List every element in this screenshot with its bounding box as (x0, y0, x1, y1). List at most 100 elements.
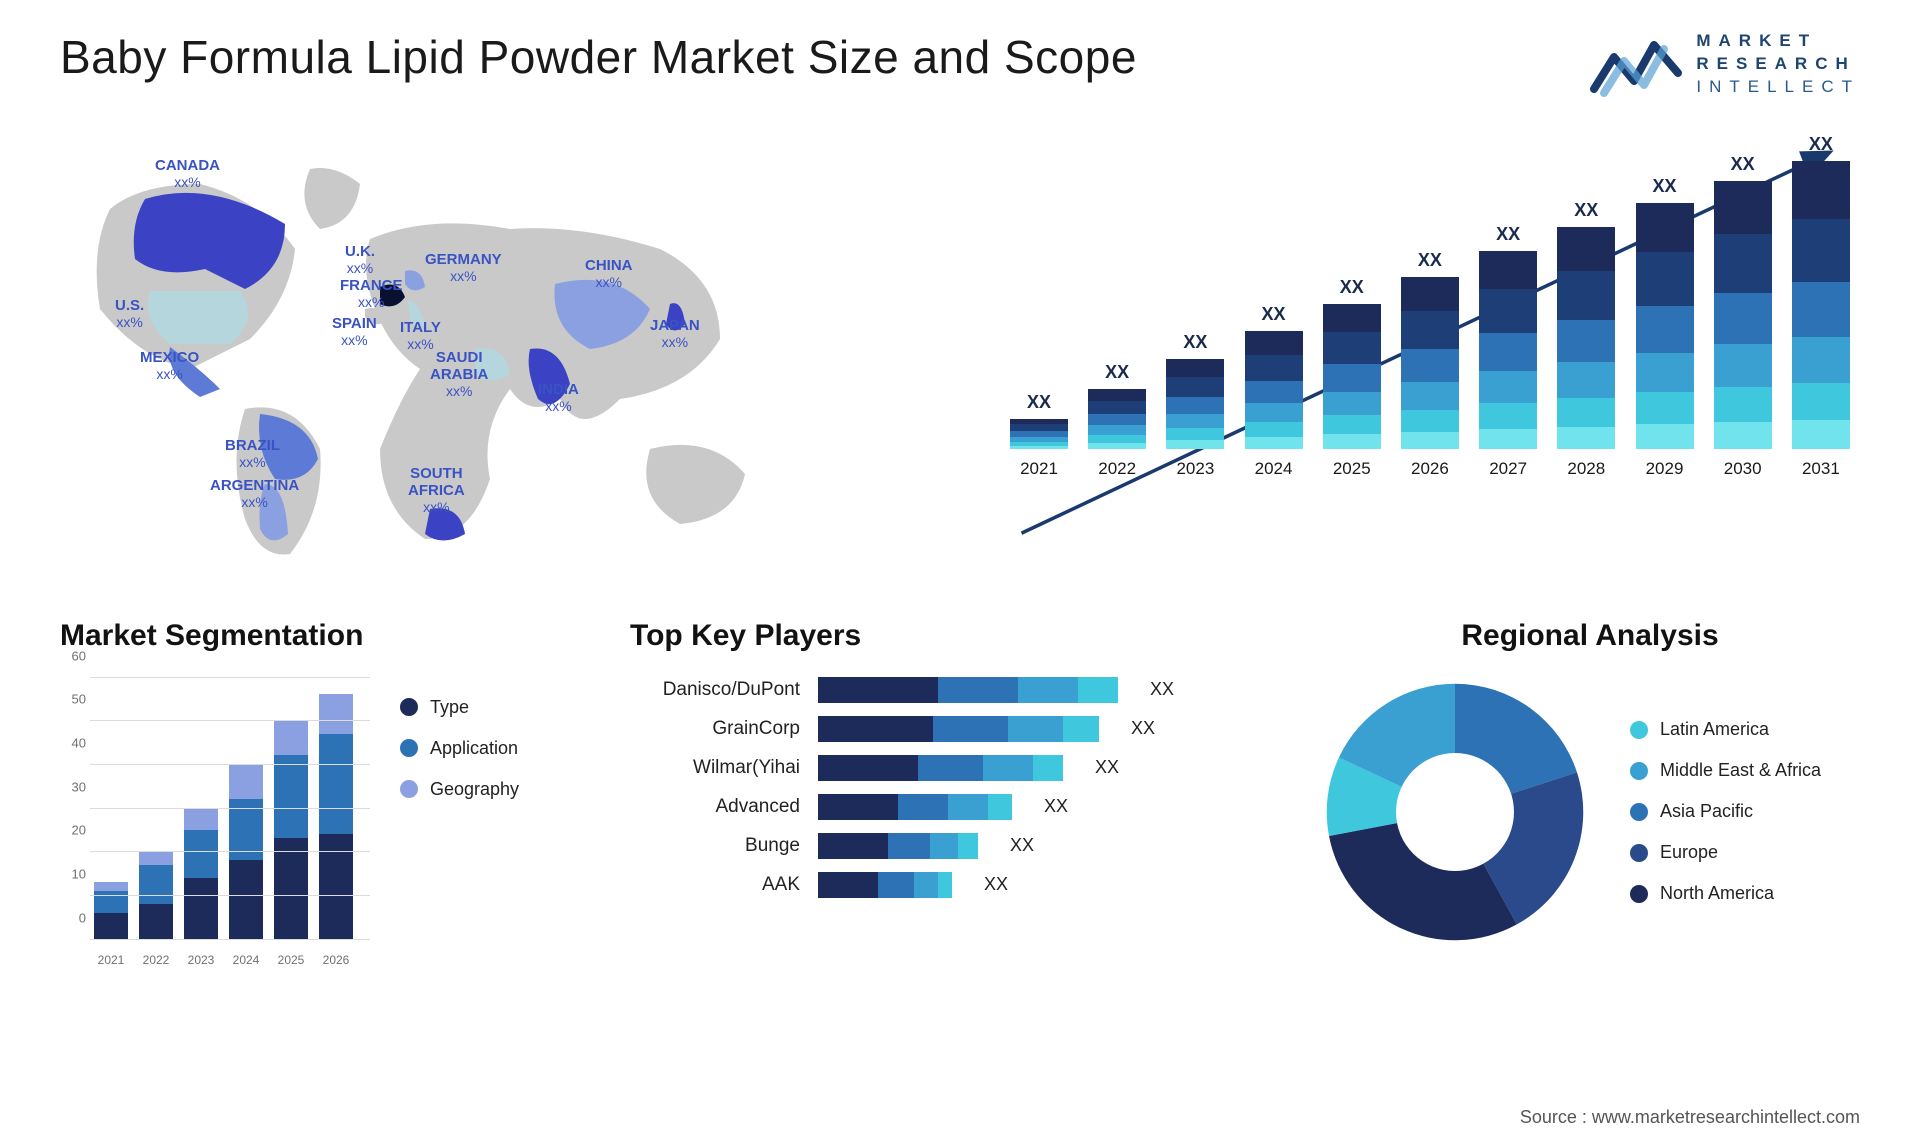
seg-bar (274, 721, 308, 939)
map-label: SPAINxx% (332, 315, 377, 348)
growth-bar: XX2021 (1010, 392, 1068, 479)
year-label: 2022 (139, 953, 173, 967)
legend-swatch (1630, 844, 1648, 862)
top-row: CANADAxx%U.S.xx%MEXICOxx%U.K.xx%FRANCExx… (60, 139, 1860, 569)
legend-swatch (1630, 721, 1648, 739)
regional-title: Regional Analysis (1320, 619, 1860, 653)
bar-value-label: XX (1496, 224, 1520, 245)
header: Baby Formula Lipid Powder Market Size an… (60, 30, 1860, 99)
player-name: Bunge (630, 835, 800, 857)
player-row: Wilmar(Yihai XX (630, 755, 1270, 781)
seg-bar (319, 694, 353, 939)
legend-item: Latin America (1630, 719, 1821, 740)
year-label: 2028 (1567, 459, 1605, 479)
map-label: CHINAxx% (585, 257, 633, 290)
bar-value-label: XX (1027, 392, 1051, 413)
player-name: Advanced (630, 796, 800, 818)
player-value: XX (1095, 757, 1119, 778)
player-row: AdvancedXX (630, 794, 1270, 820)
growth-bar: XX 2026 (1401, 250, 1459, 479)
bar-value-label: XX (1183, 332, 1207, 353)
logo-mark-icon (1590, 31, 1682, 97)
player-name: GrainCorp (630, 718, 800, 740)
legend-item: Middle East & Africa (1630, 760, 1821, 781)
growth-bar: XX 2024 (1245, 304, 1303, 479)
bar-value-label: XX (1418, 250, 1442, 271)
year-label: 2029 (1646, 459, 1684, 479)
player-row: Danisco/DuPont XX (630, 677, 1270, 703)
growth-bar: XX 2028 (1557, 200, 1615, 479)
player-value: XX (1131, 718, 1155, 739)
legend-item: Asia Pacific (1630, 801, 1821, 822)
player-name: Danisco/DuPont (630, 679, 800, 701)
page-title: Baby Formula Lipid Powder Market Size an… (60, 30, 1137, 84)
map-label: FRANCExx% (340, 277, 403, 310)
legend-item: Type (400, 697, 519, 718)
year-label: 2025 (1333, 459, 1371, 479)
segmentation-legend: Type Application Geography (400, 697, 519, 800)
map-label: MEXICOxx% (140, 349, 199, 382)
year-label: 2024 (1255, 459, 1293, 479)
bar-value-label: XX (1574, 200, 1598, 221)
growth-bar: XX 2027 (1479, 224, 1537, 479)
regional-legend: Latin America Middle East & Africa Asia Pa… (1630, 719, 1821, 904)
growth-bar: XX 2031 (1792, 134, 1850, 479)
year-label: 2025 (274, 953, 308, 967)
legend-item: Europe (1630, 842, 1821, 863)
map-label: JAPANxx% (650, 317, 700, 350)
segmentation-panel: Market Segmentation 0102030405060 202120… (60, 619, 580, 967)
growth-bar: XX2030 (1714, 154, 1772, 479)
bar-value-label: XX (1809, 134, 1833, 155)
bar-value-label: XX (1262, 304, 1286, 325)
legend-swatch (400, 739, 418, 757)
growth-bar: XX 2022 (1088, 362, 1146, 479)
source-attribution: Source : www.marketresearchintellect.com (1520, 1107, 1860, 1128)
player-row: GrainCorp XX (630, 716, 1270, 742)
year-label: 2021 (94, 953, 128, 967)
seg-bar (184, 808, 218, 939)
map-label: CANADAxx% (155, 157, 220, 190)
players-chart: Danisco/DuPont XX GrainCorp XX Wilmar(Yihai X… (630, 677, 1270, 898)
map-label: ARGENTINAxx% (210, 477, 299, 510)
bottom-row: Market Segmentation 0102030405060 202120… (60, 619, 1860, 967)
legend-item: North America (1630, 883, 1821, 904)
player-name: Wilmar(Yihai (630, 757, 800, 779)
map-label: BRAZILxx% (225, 437, 280, 470)
legend-swatch (400, 780, 418, 798)
legend-item: Application (400, 738, 519, 759)
year-label: 2023 (184, 953, 218, 967)
bar-value-label: XX (1105, 362, 1129, 383)
world-map: CANADAxx%U.S.xx%MEXICOxx%U.K.xx%FRANCExx… (60, 139, 960, 569)
year-label: 2024 (229, 953, 263, 967)
legend-swatch (1630, 885, 1648, 903)
logo-text: MARKET RESEARCH INTELLECT (1696, 30, 1860, 99)
players-title: Top Key Players (630, 619, 1270, 653)
player-row: Bunge XX (630, 833, 1270, 859)
year-label: 2023 (1176, 459, 1214, 479)
year-label: 2027 (1489, 459, 1527, 479)
year-label: 2022 (1098, 459, 1136, 479)
legend-item: Geography (400, 779, 519, 800)
growth-bar: XX 2023 (1166, 332, 1224, 479)
bar-value-label: XX (1652, 176, 1676, 197)
segmentation-title: Market Segmentation (60, 619, 580, 653)
year-label: 2026 (1411, 459, 1449, 479)
growth-chart: XX2021XX2022XX2023XX2024XX2025XX2026XX20… (1000, 139, 1860, 569)
year-label: 2031 (1802, 459, 1840, 479)
map-label: SAUDIARABIAxx% (430, 349, 488, 400)
legend-swatch (1630, 762, 1648, 780)
player-value: XX (1010, 835, 1034, 856)
brand-logo: MARKET RESEARCH INTELLECT (1590, 30, 1860, 99)
regional-panel: Regional Analysis Latin America Middle Ea… (1320, 619, 1860, 967)
players-panel: Top Key Players Danisco/DuPontXXGrainCor… (630, 619, 1270, 967)
legend-swatch (400, 698, 418, 716)
player-value: XX (1150, 679, 1174, 700)
bar-value-label: XX (1731, 154, 1755, 175)
regional-donut (1320, 677, 1590, 947)
bar-value-label: XX (1340, 277, 1364, 298)
player-name: AAK (630, 874, 800, 896)
player-value: XX (984, 874, 1008, 895)
map-label: U.K.xx% (345, 243, 375, 276)
segmentation-chart: 0102030405060 202120222023202420252026 (60, 677, 370, 967)
map-label: INDIAxx% (538, 381, 579, 414)
